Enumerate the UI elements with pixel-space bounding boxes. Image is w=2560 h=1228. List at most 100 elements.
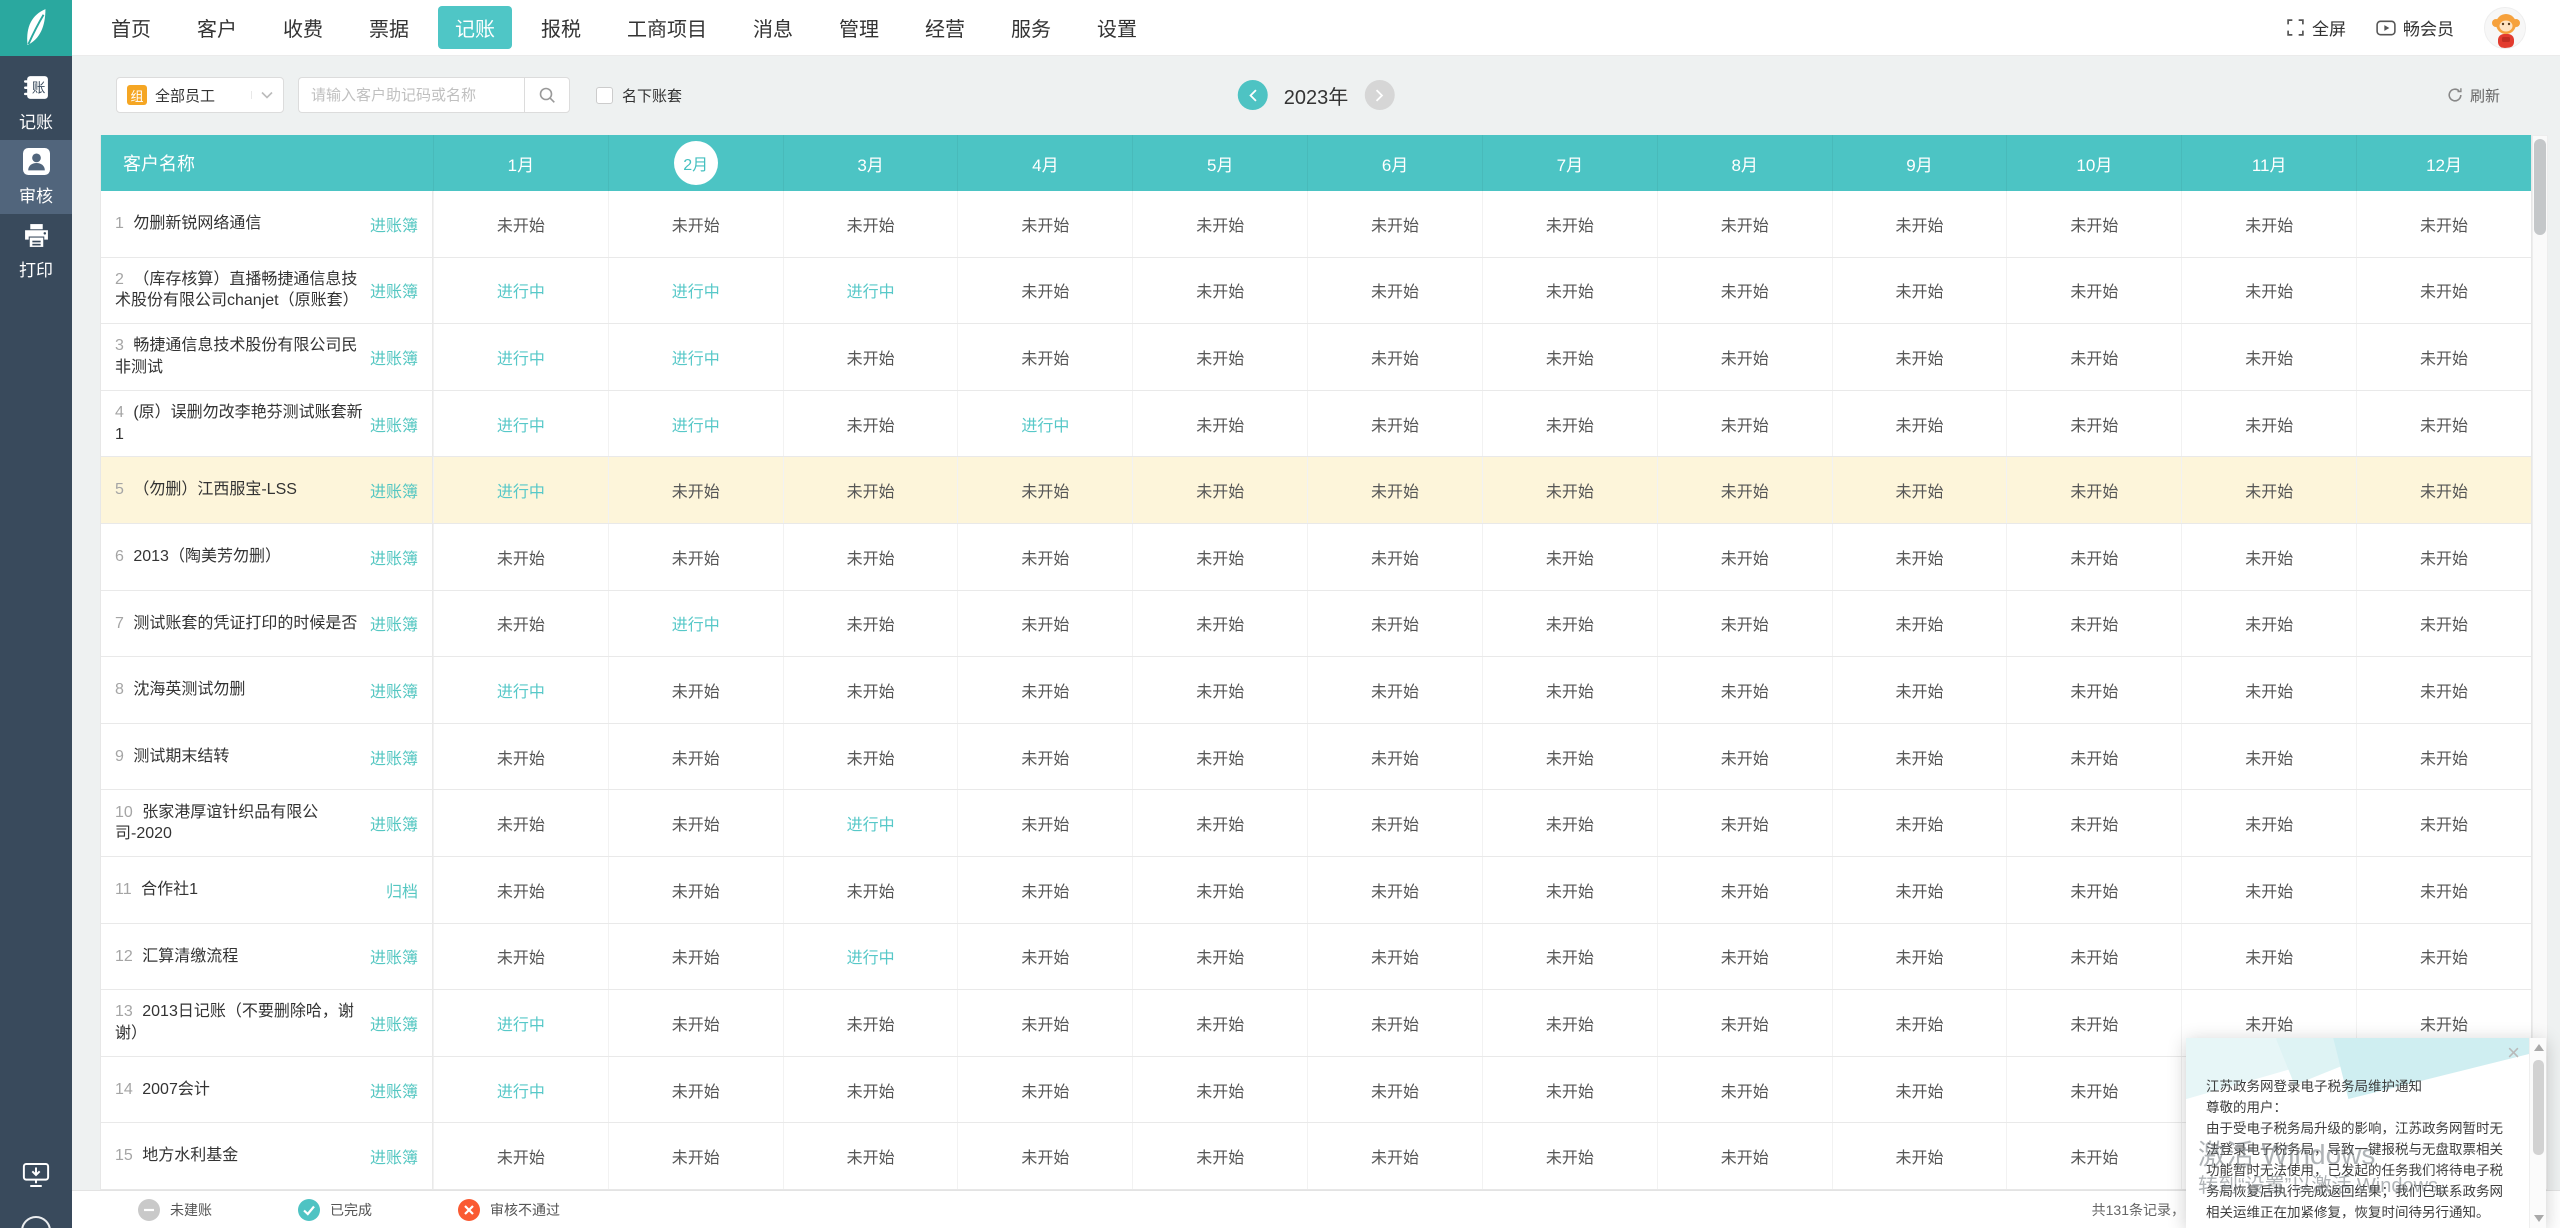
month-status-cell[interactable]: 未开始 <box>607 457 783 523</box>
month-status-cell[interactable]: 未开始 <box>1831 191 2007 257</box>
top-nav-item[interactable]: 报税 <box>541 19 581 41</box>
top-nav-item[interactable]: 客户 <box>197 19 237 41</box>
month-status-cell[interactable]: 未开始 <box>2181 191 2356 257</box>
month-status-cell[interactable]: 未开始 <box>1481 1123 1657 1189</box>
month-status-cell[interactable]: 未开始 <box>2181 990 2356 1056</box>
month-status-cell[interactable]: 未开始 <box>1307 1056 1482 1123</box>
month-status-cell[interactable]: 未开始 <box>2006 590 2181 657</box>
month-status-cell[interactable]: 进行中 <box>957 390 1132 457</box>
month-status-cell[interactable]: 未开始 <box>1132 723 1307 790</box>
month-status-cell[interactable]: 未开始 <box>2006 856 2181 923</box>
month-status-cell[interactable]: 进行中 <box>433 990 608 1056</box>
month-status-cell[interactable]: 未开始 <box>1481 457 1657 523</box>
month-status-cell[interactable]: 未开始 <box>1481 723 1657 790</box>
month-status-cell[interactable]: 未开始 <box>1481 790 1657 856</box>
month-status-cell[interactable]: 进行中 <box>433 390 608 457</box>
month-status-cell[interactable]: 未开始 <box>607 723 783 790</box>
month-status-cell[interactable]: 未开始 <box>1132 257 1307 324</box>
month-status-cell[interactable]: 未开始 <box>1481 923 1657 990</box>
sidebar-item-bookkeeping[interactable]: 账 记账 <box>0 66 72 140</box>
month-header[interactable]: 4月 <box>957 135 1132 191</box>
month-status-cell[interactable]: 未开始 <box>1307 723 1482 790</box>
open-ledger-link[interactable]: 进账簿 <box>369 417 418 435</box>
month-status-cell[interactable]: 未开始 <box>2181 324 2356 390</box>
month-status-cell[interactable]: 未开始 <box>2356 457 2531 523</box>
month-status-cell[interactable]: 未开始 <box>607 657 783 723</box>
month-status-cell[interactable]: 未开始 <box>782 1056 958 1123</box>
month-header[interactable]: 7月 <box>1481 135 1657 191</box>
month-status-cell[interactable]: 未开始 <box>1831 856 2007 923</box>
month-status-cell[interactable]: 未开始 <box>1132 1123 1307 1189</box>
month-status-cell[interactable]: 未开始 <box>433 923 608 990</box>
employee-filter-select[interactable]: 组 全部员工 <box>116 77 284 113</box>
close-icon[interactable]: × <box>2507 1040 2520 1065</box>
month-status-cell[interactable]: 未开始 <box>1831 1123 2007 1189</box>
month-status-cell[interactable]: 未开始 <box>1481 523 1657 590</box>
own-accounts-filter[interactable]: 名下账套 <box>596 85 682 106</box>
month-status-cell[interactable]: 未开始 <box>2356 257 2531 324</box>
month-status-cell[interactable]: 进行中 <box>433 657 608 723</box>
month-status-cell[interactable]: 未开始 <box>433 590 608 657</box>
month-status-cell[interactable]: 未开始 <box>782 723 958 790</box>
month-status-cell[interactable]: 未开始 <box>2356 657 2531 723</box>
month-status-cell[interactable]: 未开始 <box>1307 324 1482 390</box>
month-status-cell[interactable]: 未开始 <box>957 523 1132 590</box>
month-status-cell[interactable]: 未开始 <box>1481 657 1657 723</box>
month-status-cell[interactable]: 未开始 <box>1307 990 1482 1056</box>
month-status-cell[interactable]: 未开始 <box>433 523 608 590</box>
month-status-cell[interactable]: 未开始 <box>2356 390 2531 457</box>
user-avatar[interactable] <box>2484 6 2526 49</box>
own-accounts-checkbox[interactable] <box>596 86 613 104</box>
table-scrollbar[interactable] <box>2532 135 2548 1190</box>
month-status-cell[interactable]: 未开始 <box>957 790 1132 856</box>
sidebar-item-audit[interactable]: 审核 <box>0 140 72 214</box>
month-status-cell[interactable]: 未开始 <box>1656 657 1832 723</box>
month-status-cell[interactable]: 未开始 <box>1307 856 1482 923</box>
month-status-cell[interactable]: 未开始 <box>433 790 608 856</box>
month-status-cell[interactable]: 未开始 <box>2181 723 2356 790</box>
month-status-cell[interactable]: 未开始 <box>433 1123 608 1189</box>
month-status-cell[interactable]: 未开始 <box>433 723 608 790</box>
month-status-cell[interactable]: 未开始 <box>957 990 1132 1056</box>
month-status-cell[interactable]: 未开始 <box>1831 723 2007 790</box>
help-icon[interactable] <box>21 1216 51 1228</box>
month-status-cell[interactable]: 未开始 <box>782 990 958 1056</box>
open-ledger-link[interactable]: 归档 <box>385 883 418 901</box>
month-status-cell[interactable]: 未开始 <box>1481 990 1657 1056</box>
month-status-cell[interactable]: 未开始 <box>2181 390 2356 457</box>
month-status-cell[interactable]: 未开始 <box>2006 390 2181 457</box>
table-scrollbar-thumb[interactable] <box>2534 139 2546 235</box>
month-status-cell[interactable]: 未开始 <box>607 1123 783 1189</box>
month-status-cell[interactable]: 未开始 <box>2181 523 2356 590</box>
month-status-cell[interactable]: 未开始 <box>1132 856 1307 923</box>
top-nav-item[interactable]: 设置 <box>1097 19 1137 41</box>
month-status-cell[interactable]: 未开始 <box>957 1056 1132 1123</box>
open-ledger-link[interactable]: 进账簿 <box>369 617 418 635</box>
month-header[interactable]: 8月 <box>1656 135 1832 191</box>
month-status-cell[interactable]: 未开始 <box>1831 590 2007 657</box>
month-status-cell[interactable]: 未开始 <box>2006 523 2181 590</box>
month-status-cell[interactable]: 未开始 <box>607 790 783 856</box>
month-status-cell[interactable]: 未开始 <box>2006 457 2181 523</box>
month-status-cell[interactable]: 未开始 <box>1831 790 2007 856</box>
open-ledger-link[interactable]: 进账簿 <box>369 1083 418 1101</box>
month-status-cell[interactable]: 未开始 <box>607 1056 783 1123</box>
month-status-cell[interactable]: 未开始 <box>607 923 783 990</box>
month-status-cell[interactable]: 未开始 <box>1132 590 1307 657</box>
month-status-cell[interactable]: 未开始 <box>1831 457 2007 523</box>
month-status-cell[interactable]: 未开始 <box>607 523 783 590</box>
member-button[interactable]: 畅会员 <box>2376 15 2454 40</box>
month-status-cell[interactable]: 未开始 <box>2006 723 2181 790</box>
month-status-cell[interactable]: 未开始 <box>607 990 783 1056</box>
month-status-cell[interactable]: 未开始 <box>1132 324 1307 390</box>
month-status-cell[interactable]: 未开始 <box>1656 790 1832 856</box>
month-status-cell[interactable]: 未开始 <box>1656 257 1832 324</box>
month-status-cell[interactable]: 未开始 <box>782 1123 958 1189</box>
month-status-cell[interactable]: 进行中 <box>607 324 783 390</box>
month-status-cell[interactable]: 未开始 <box>2006 257 2181 324</box>
month-status-cell[interactable]: 进行中 <box>607 590 783 657</box>
top-nav-item[interactable]: 管理 <box>839 19 879 41</box>
month-status-cell[interactable]: 未开始 <box>1831 1056 2007 1123</box>
month-status-cell[interactable]: 未开始 <box>782 590 958 657</box>
month-status-cell[interactable]: 进行中 <box>433 1056 608 1123</box>
